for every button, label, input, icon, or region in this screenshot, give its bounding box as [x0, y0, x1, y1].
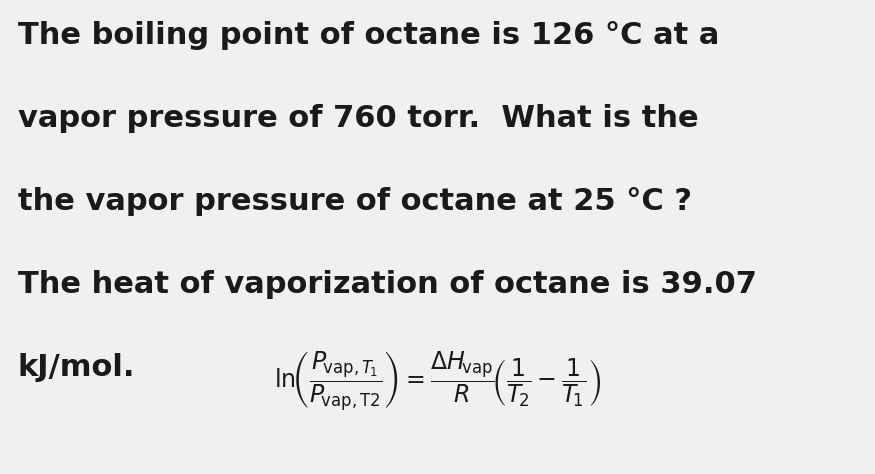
Text: The boiling point of octane is 126 °C at a: The boiling point of octane is 126 °C at… — [18, 21, 719, 50]
Text: The heat of vaporization of octane is 39.07: The heat of vaporization of octane is 39… — [18, 270, 757, 299]
Text: the vapor pressure of octane at 25 °C ?: the vapor pressure of octane at 25 °C ? — [18, 187, 692, 216]
Text: $\mathrm{ln}\!\left(\dfrac{P_{\!\mathrm{vap,}T_{\!1}}}{P_{\!\mathrm{vap,T2}}}\ri: $\mathrm{ln}\!\left(\dfrac{P_{\!\mathrm{… — [274, 350, 601, 413]
Text: kJ/mol.: kJ/mol. — [18, 353, 136, 382]
Text: vapor pressure of 760 torr.  What is the: vapor pressure of 760 torr. What is the — [18, 104, 698, 133]
